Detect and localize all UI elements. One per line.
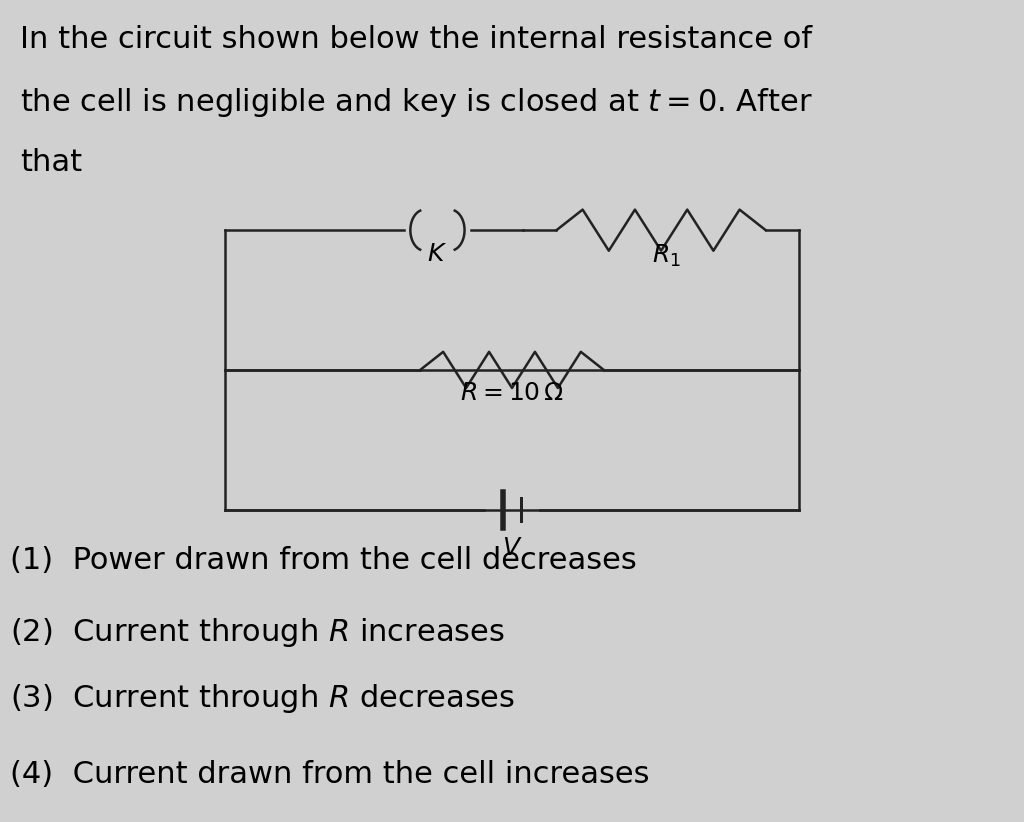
- Text: $R_1$: $R_1$: [652, 242, 681, 269]
- Text: In the circuit shown below the internal resistance of: In the circuit shown below the internal …: [20, 25, 812, 53]
- Text: $R = 10\,\Omega$: $R = 10\,\Omega$: [460, 381, 564, 404]
- Text: (2)  Current through $R$ increases: (2) Current through $R$ increases: [10, 616, 505, 649]
- Text: $K$: $K$: [427, 242, 447, 266]
- Text: (4)  Current drawn from the cell increases: (4) Current drawn from the cell increase…: [10, 760, 650, 789]
- Text: (3)  Current through $R$ decreases: (3) Current through $R$ decreases: [10, 682, 515, 715]
- Text: that: that: [20, 148, 83, 177]
- Text: the cell is negligible and key is closed at $t = 0$. After: the cell is negligible and key is closed…: [20, 86, 813, 119]
- Text: (1)  Power drawn from the cell decreases: (1) Power drawn from the cell decreases: [10, 547, 637, 575]
- Text: $V$: $V$: [502, 536, 522, 560]
